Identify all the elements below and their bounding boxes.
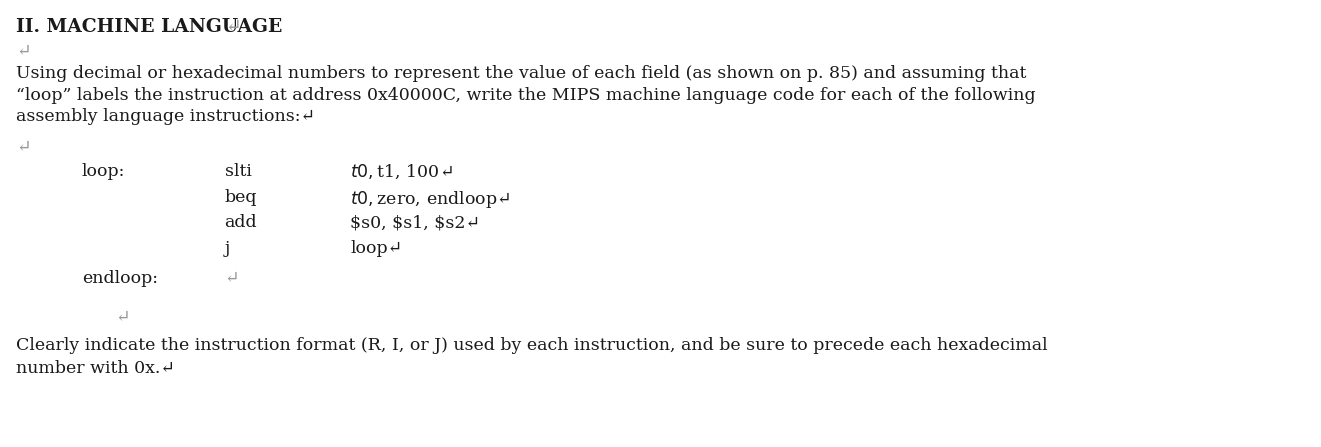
Text: assembly language instructions:↵: assembly language instructions:↵ [16,108,314,125]
Text: loop:: loop: [82,163,125,180]
Text: $s0, $s1, $s2↵: $s0, $s1, $s2↵ [350,214,480,231]
Text: Clearly indicate the instruction format (R, I, or J) used by each instruction, a: Clearly indicate the instruction format … [16,337,1048,354]
Text: ↵: ↵ [225,270,239,287]
Text: ↵: ↵ [16,42,30,59]
Text: j: j [225,240,230,257]
Text: beq: beq [225,189,258,206]
Text: ↵: ↵ [225,18,240,36]
Text: add: add [225,214,258,231]
Text: II. MACHINE LANGUAGE: II. MACHINE LANGUAGE [16,18,283,36]
Text: ↵: ↵ [115,308,129,325]
Text: $t0, $t1, 100↵: $t0, $t1, 100↵ [350,163,453,181]
Text: Using decimal or hexadecimal numbers to represent the value of each field (as sh: Using decimal or hexadecimal numbers to … [16,65,1026,82]
Text: $t0, $zero, endloop↵: $t0, $zero, endloop↵ [350,189,510,210]
Text: number with 0x.↵: number with 0x.↵ [16,360,174,377]
Text: “loop” labels the instruction at address 0x40000C, write the MIPS machine langua: “loop” labels the instruction at address… [16,87,1036,104]
Text: endloop:: endloop: [82,270,159,287]
Text: loop↵: loop↵ [350,240,402,257]
Text: ↵: ↵ [16,139,30,156]
Text: slti: slti [225,163,251,180]
